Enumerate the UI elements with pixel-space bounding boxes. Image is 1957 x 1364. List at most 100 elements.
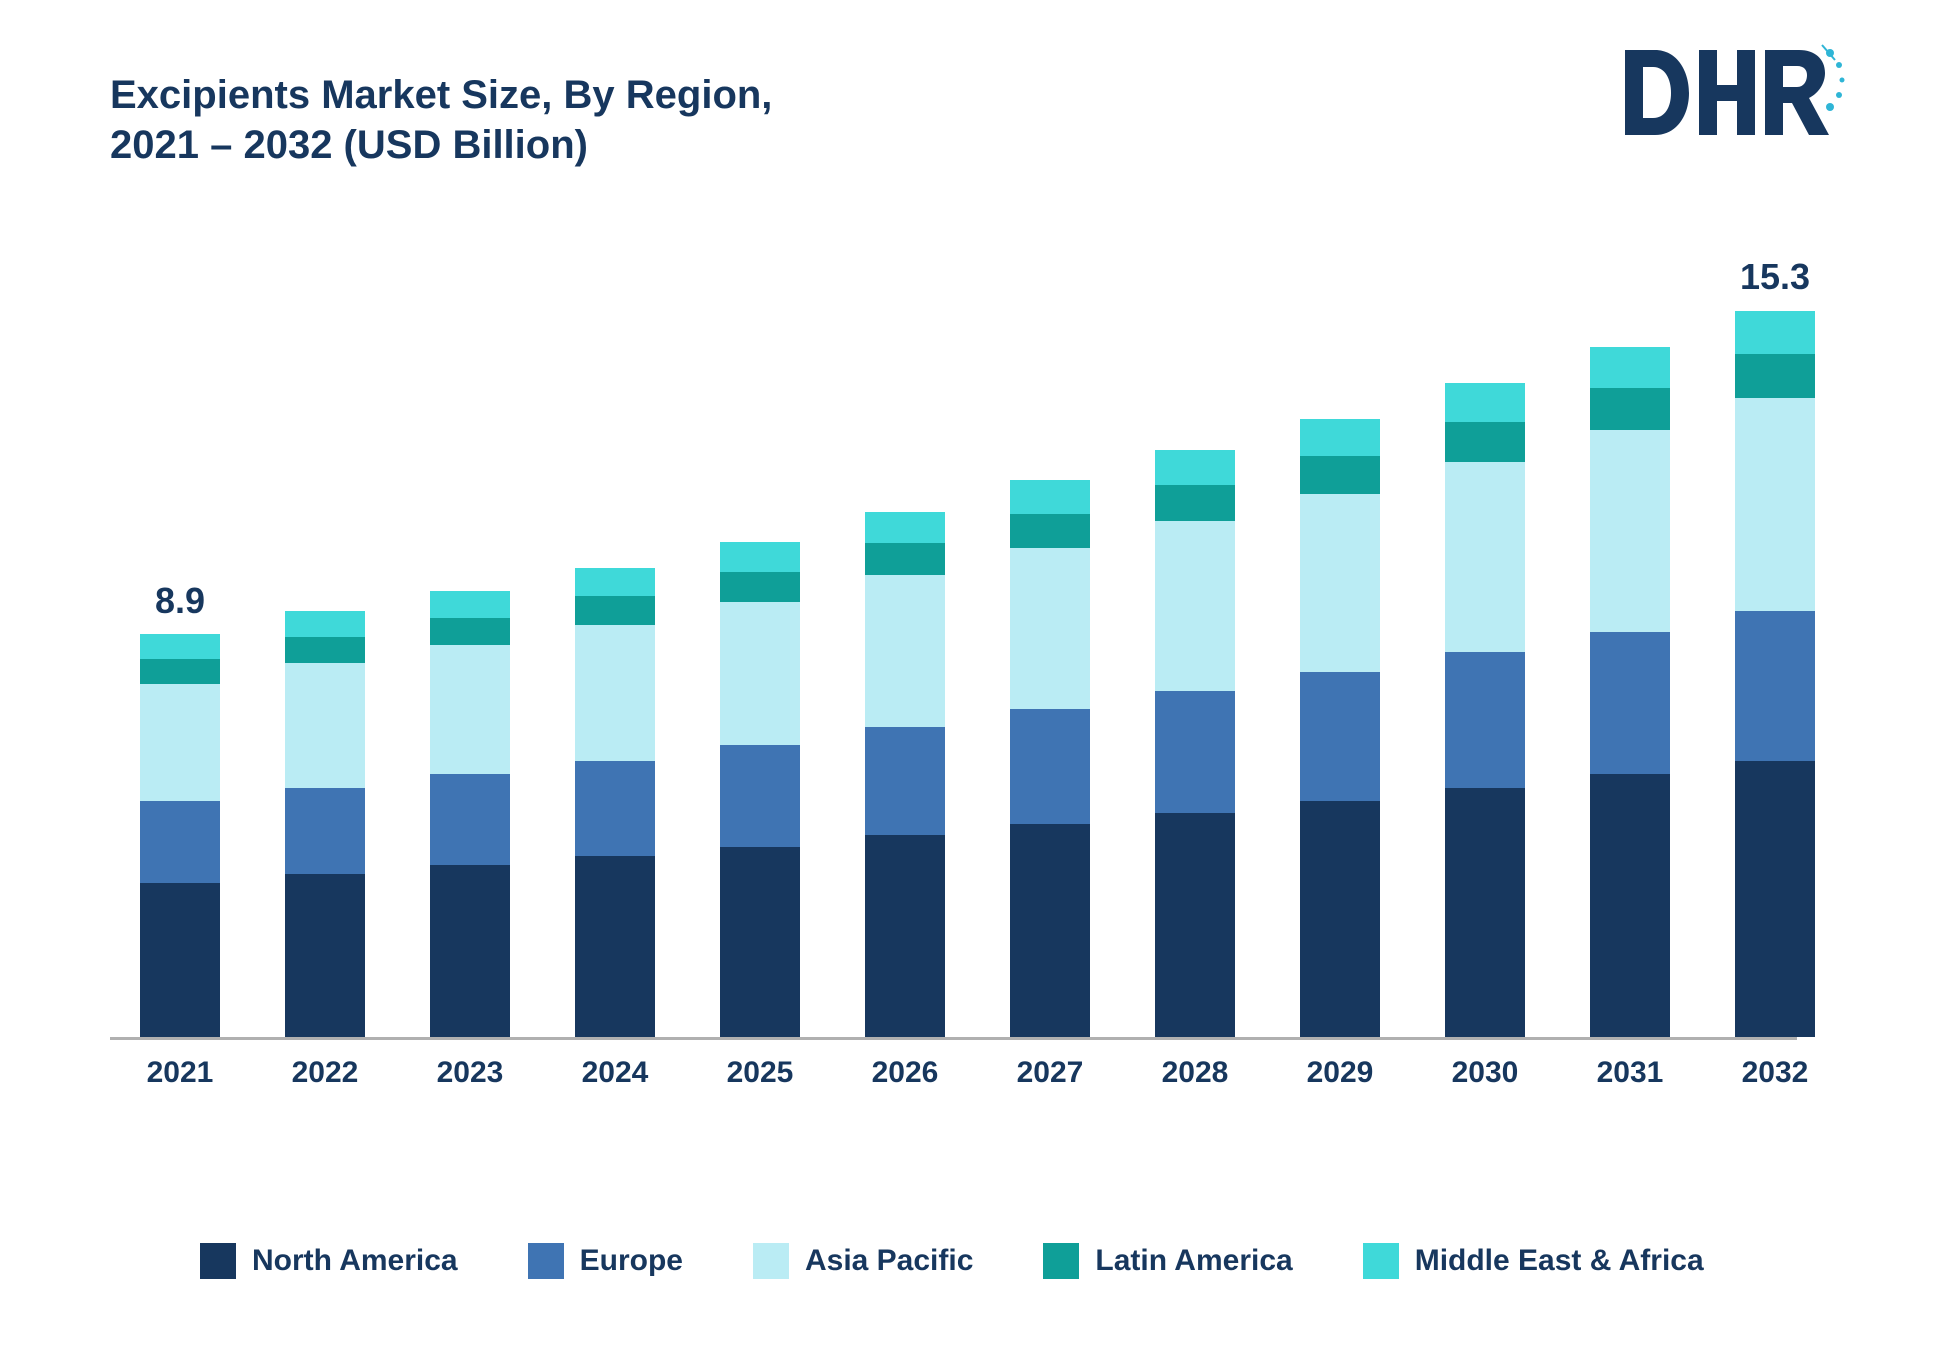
bar-segment xyxy=(720,847,800,1037)
bar-segment xyxy=(1590,388,1670,430)
bar-segment xyxy=(865,835,945,1037)
bar-2022 xyxy=(285,611,365,1037)
bar-segment xyxy=(140,801,220,883)
bar-segment xyxy=(865,727,945,836)
bar-segment xyxy=(1155,813,1235,1037)
bar-segment xyxy=(1445,462,1525,652)
bar-segment xyxy=(865,543,945,575)
bar-segment xyxy=(285,637,365,663)
bar-segment xyxy=(1590,632,1670,775)
legend-label: North America xyxy=(252,1244,458,1278)
legend-label: Asia Pacific xyxy=(805,1244,973,1278)
x-tick-label: 2021 xyxy=(120,1056,240,1090)
plot-region: 8.915.3 xyxy=(110,270,1797,1040)
x-tick-label: 2026 xyxy=(845,1056,965,1090)
bar-segment xyxy=(1300,456,1380,493)
bar-segment xyxy=(1155,485,1235,520)
legend-label: Latin America xyxy=(1095,1244,1292,1278)
bar-segment xyxy=(1010,824,1090,1037)
chart-area: 8.915.3 20212022202320242025202620272028… xyxy=(110,270,1797,1090)
title-line-1: Excipients Market Size, By Region, xyxy=(110,73,772,117)
bar-2030 xyxy=(1445,383,1525,1037)
legend-label: Middle East & Africa xyxy=(1415,1244,1704,1278)
chart-title: Excipients Market Size, By Region, 2021 … xyxy=(110,70,1010,170)
bar-segment xyxy=(1590,430,1670,632)
title-line-2: 2021 – 2032 (USD Billion) xyxy=(110,123,588,167)
bar-segment xyxy=(575,596,655,625)
x-tick-label: 2032 xyxy=(1715,1056,1835,1090)
x-tick-label: 2027 xyxy=(990,1056,1110,1090)
bar-segment xyxy=(865,512,945,544)
bar-segment xyxy=(430,774,510,865)
bar-segment xyxy=(285,874,365,1037)
bar-segment xyxy=(430,618,510,645)
bar-segment xyxy=(1735,311,1815,355)
bar-2021 xyxy=(140,634,220,1037)
bar-segment xyxy=(1010,480,1090,514)
legend-item: Middle East & Africa xyxy=(1363,1243,1704,1279)
legend-item: Latin America xyxy=(1043,1243,1292,1279)
x-tick-label: 2025 xyxy=(700,1056,820,1090)
bar-2029 xyxy=(1300,419,1380,1037)
x-tick-label: 2031 xyxy=(1570,1056,1690,1090)
x-tick-label: 2024 xyxy=(555,1056,675,1090)
bar-segment xyxy=(1300,494,1380,673)
bar-segment xyxy=(575,568,655,597)
bar-2027 xyxy=(1010,480,1090,1037)
bar-segment xyxy=(865,575,945,727)
bar-segment xyxy=(1445,422,1525,461)
bar-segment xyxy=(575,856,655,1037)
bar-segment xyxy=(285,611,365,637)
legend-item: Europe xyxy=(528,1243,683,1279)
bar-2026 xyxy=(865,512,945,1037)
bar-segment xyxy=(430,591,510,618)
bar-segment xyxy=(140,659,220,684)
bar-segment xyxy=(1590,347,1670,389)
bar-segment xyxy=(1735,761,1815,1037)
bar-segment xyxy=(1590,774,1670,1037)
x-tick-label: 2022 xyxy=(265,1056,385,1090)
x-tick-label: 2029 xyxy=(1280,1056,1400,1090)
bar-segment xyxy=(140,634,220,659)
bar-2025 xyxy=(720,542,800,1038)
bar-segment xyxy=(1445,652,1525,788)
legend-item: North America xyxy=(200,1243,458,1279)
bar-segment xyxy=(720,572,800,602)
bar-value-label: 8.9 xyxy=(120,580,240,622)
bar-2032 xyxy=(1735,311,1815,1037)
bar-segment xyxy=(1010,709,1090,825)
bar-segment xyxy=(1735,611,1815,760)
bar-2028 xyxy=(1155,450,1235,1037)
legend-label: Europe xyxy=(580,1244,683,1278)
bar-segment xyxy=(720,542,800,572)
bar-segment xyxy=(1300,801,1380,1037)
bar-segment xyxy=(140,883,220,1037)
bar-2024 xyxy=(575,568,655,1037)
bar-segment xyxy=(1155,450,1235,485)
legend-item: Asia Pacific xyxy=(753,1243,973,1279)
legend: North America Europe Asia Pacific Latin Ame… xyxy=(200,1243,1797,1279)
bar-segment xyxy=(285,788,365,874)
bar-value-label: 15.3 xyxy=(1715,256,1835,298)
bar-segment xyxy=(1735,398,1815,611)
bar-segment xyxy=(1445,383,1525,422)
bar-segment xyxy=(1155,691,1235,813)
bar-segment xyxy=(1445,788,1525,1037)
bar-segment xyxy=(140,684,220,802)
bar-segment xyxy=(1010,548,1090,709)
legend-swatch xyxy=(753,1243,789,1279)
legend-swatch xyxy=(528,1243,564,1279)
bar-segment xyxy=(1300,672,1380,801)
bar-segment xyxy=(720,602,800,745)
x-tick-label: 2023 xyxy=(410,1056,530,1090)
bar-segment xyxy=(1735,354,1815,398)
bar-segment xyxy=(285,663,365,788)
dhr-logo xyxy=(1617,35,1847,160)
bar-segment xyxy=(720,745,800,847)
chart-container: Excipients Market Size, By Region, 2021 … xyxy=(0,0,1957,1364)
legend-swatch xyxy=(200,1243,236,1279)
bar-2031 xyxy=(1590,347,1670,1037)
x-tick-label: 2030 xyxy=(1425,1056,1545,1090)
bar-segment xyxy=(1155,521,1235,691)
legend-swatch xyxy=(1043,1243,1079,1279)
